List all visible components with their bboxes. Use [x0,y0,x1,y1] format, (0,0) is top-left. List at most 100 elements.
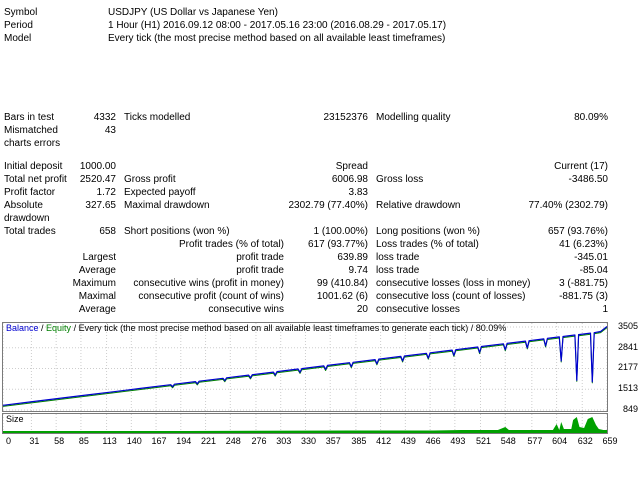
stat-label: Short positions (won %) [124,226,230,237]
stat-value: 20 [356,304,368,315]
x-axis-label: 466 [425,436,441,446]
stat-value: 3.83 [348,187,368,198]
stat-group-label: Maximum [72,278,116,289]
stat-label [116,124,284,150]
info-row: Period 1 Hour (H1) 2016.09.12 08:00 - 201… [4,19,640,32]
y-axis-label: 3505 [617,320,638,331]
info-value: Every tick (the most precise method base… [108,33,446,44]
stat-value: 657 (93.76%) [547,226,608,237]
info-label: Period [4,20,33,31]
stat-label: Mismatched charts errors [4,125,61,149]
stats-row: Initial deposit 1000.00 Spread Current (17) [4,160,640,173]
info-value: USDJPY (US Dollar vs Japanese Yen) [108,7,278,18]
x-axis-label: 385 [351,436,367,446]
stat-label: Relative drawdown [376,200,461,211]
stat-value: 43 [104,125,116,136]
stat-group-label: Average [78,265,116,276]
stat-value [284,124,368,150]
info-value: 1 Hour (H1) 2016.09.12 08:00 - 2017.05.1… [108,20,447,31]
stats-row: Maximum consecutive wins (profit in money… [4,277,640,290]
y-axis-label: 2841 [617,341,638,352]
stat-value: 3 (-881.75) [559,278,608,289]
x-axis-label: 248 [225,436,241,446]
size-panel-label: Size [6,414,24,424]
x-axis-label: 167 [151,436,167,446]
y-axis-label: 849 [622,403,638,414]
stat-value: 327.65 [85,200,116,211]
size-panel[interactable]: Size [2,413,608,434]
stat-label: consecutive loss (count of losses) [376,291,526,302]
stat-value: -85.04 [579,265,608,276]
stat-label: profit trade [236,252,284,263]
y-axis-label: 2177 [617,362,638,373]
stats-row: Average consecutive wins 20 consecutive los… [4,303,640,316]
stat-label: Modelling quality [376,112,451,123]
stat-group-label: Maximal [78,291,116,302]
stat-label [368,160,508,173]
stat-value: -881.75 (3) [559,291,608,302]
stat-label: profit trade [236,265,284,276]
stat-label: Ticks modelled [124,112,191,123]
stats-row: Absolute drawdown 327.65 Maximal drawdown 2… [4,199,640,225]
stat-label: Total trades [4,226,56,237]
stat-value: 77.40% (2302.79) [528,200,608,211]
x-axis-label: 140 [126,436,142,446]
stat-group-label: Average [78,304,116,315]
info-label: Symbol [4,7,38,18]
info-label: Model [4,33,32,44]
stat-value: 4332 [93,112,116,123]
stats-row: Largest profit trade 639.89 loss trade -345.… [4,251,640,264]
x-axis-label: 31 [29,436,40,446]
stat-label: Profit factor [4,187,56,198]
x-axis-label: 632 [577,436,593,446]
stat-value: 617 (93.77%) [307,239,368,250]
stat-label: Loss trades (% of total) [376,239,479,250]
stat-label: Total net profit [4,174,67,185]
balance-equity-chart[interactable]: Balance / Equity / Every tick (the most … [2,322,608,412]
stat-value: 1.72 [96,187,116,198]
stat-label: Absolute drawdown [4,200,50,224]
stat-label: consecutive losses (loss in money) [376,278,531,289]
x-axis-label: 577 [527,436,543,446]
stats-row: Bars in test 4332 Ticks modelled 23152376 Mo… [4,111,640,124]
stat-value: Current (17) [554,161,608,172]
stat-value: Spread [335,161,368,172]
size-chart-svg [3,414,607,433]
stat-value [508,186,608,199]
chart-caption-segment: Equity [46,323,72,333]
chart-caption: Balance / Equity / Every tick (the most … [6,323,506,334]
stat-label: Profit trades (% of total) [178,239,284,250]
stats-row: Maximal consecutive profit (count of wins… [4,290,640,303]
stat-value: 2520.47 [79,174,116,185]
x-axis-label: 58 [54,436,65,446]
stats-row: Total trades 658 Short positions (won %) 1 … [4,225,640,238]
stat-label: Maximal drawdown [124,200,210,211]
stat-value: -345.01 [574,252,608,263]
stat-value: 1000.00 [79,161,116,172]
stat-label: consecutive wins [208,304,284,315]
stat-label: consecutive wins (profit in money) [133,278,284,289]
x-axis-label: 221 [201,436,217,446]
x-axis-label: 276 [251,436,267,446]
x-axis-label: 521 [476,436,492,446]
stat-group-label: Largest [82,252,116,263]
chart-area: Balance / Equity / Every tick (the most … [2,320,638,448]
report-info: Symbol USDJPY (US Dollar vs Japanese Yen)… [0,0,640,45]
x-axis-label: 113 [102,436,117,446]
x-axis-label: 439 [400,436,416,446]
stat-value [508,124,608,150]
stat-label: Initial deposit [4,161,63,172]
x-axis-label: 659 [602,436,618,446]
chart-caption-segment: Balance [6,323,39,333]
stat-label: loss trade [376,265,420,276]
stat-value: 23152376 [323,112,369,123]
stat-value: -3486.50 [568,174,608,185]
report-stats: Bars in test 4332 Ticks modelled 23152376 Mo… [0,111,640,316]
stat-label: Gross profit [124,174,176,185]
stat-value: 41 (6.23%) [559,239,608,250]
stat-value: 1 (100.00%) [313,226,368,237]
stat-value: 6006.98 [331,174,368,185]
x-axis-label: 330 [300,436,316,446]
chart-caption-segment: / [38,323,47,333]
